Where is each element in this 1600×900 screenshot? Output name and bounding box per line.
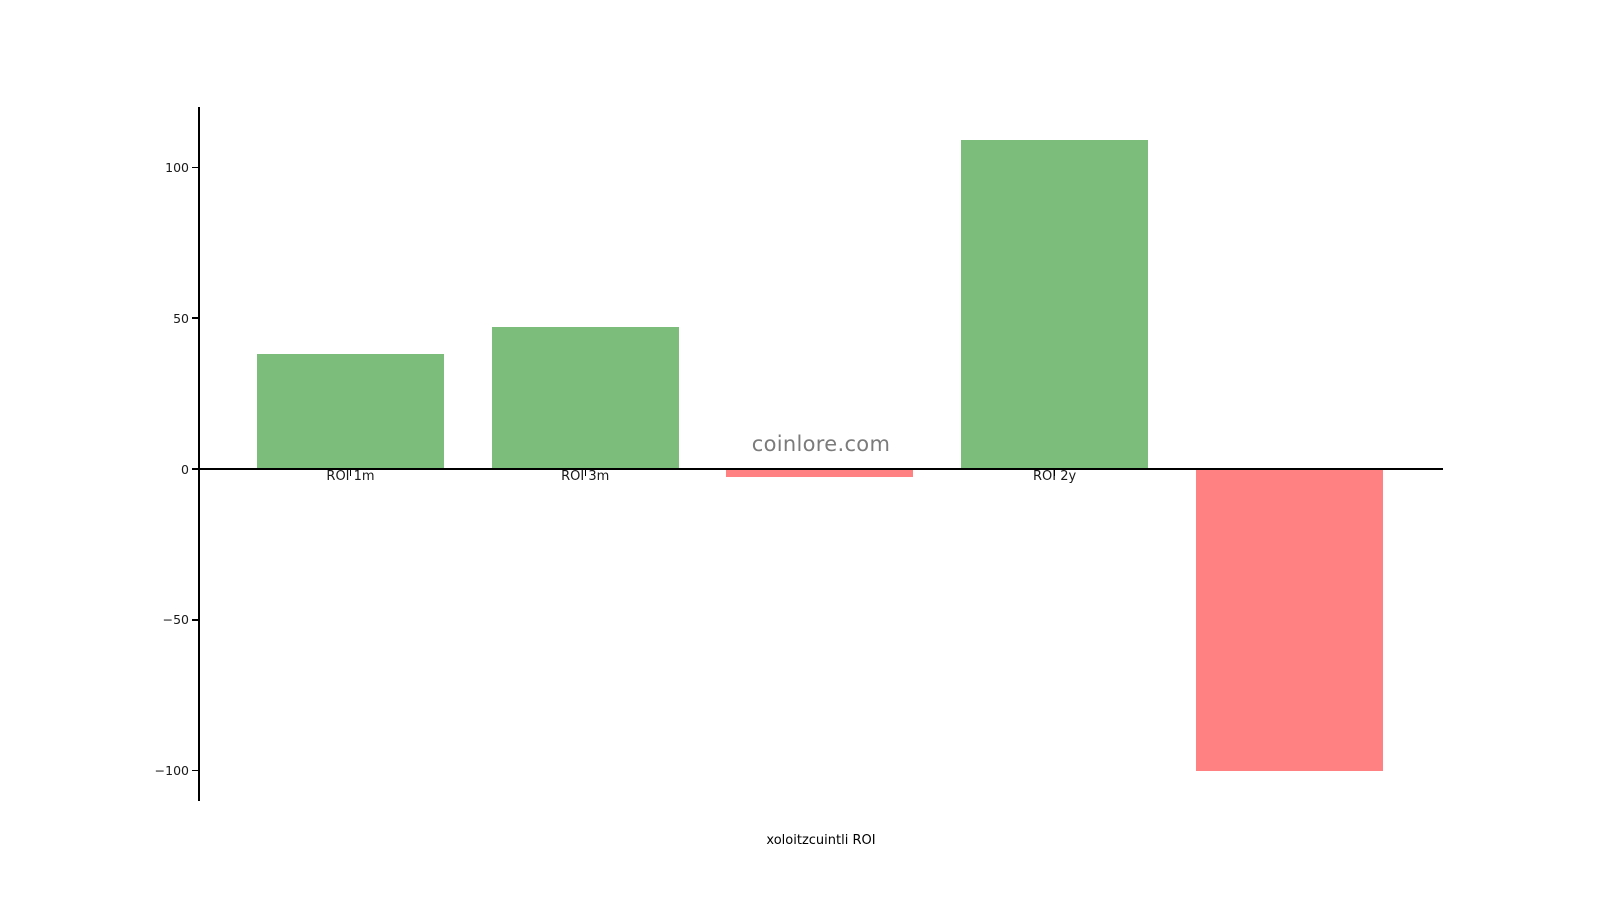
y-axis-spine	[198, 107, 200, 801]
x-tick-label: ROI 3m	[561, 468, 610, 484]
bar-roi-3m	[491, 327, 679, 469]
x-tick-label: ROI 1m	[326, 468, 375, 484]
bar-roi-3	[726, 469, 914, 477]
y-tick-label: 100	[165, 159, 189, 175]
bar-roi-2y	[961, 140, 1149, 469]
y-tick-mark	[192, 317, 199, 319]
chart-title: xoloitzcuintli ROI	[766, 833, 876, 848]
y-tick-label: 0	[181, 461, 189, 477]
y-tick-label: 50	[173, 310, 189, 326]
watermark-text: coinlore.com	[751, 432, 891, 456]
y-tick-label: −100	[154, 763, 189, 779]
y-tick-mark	[192, 166, 199, 168]
y-tick-mark	[192, 770, 199, 772]
bar-roi-5	[1195, 469, 1383, 771]
y-tick-mark	[192, 468, 199, 470]
x-tick-label: ROI 2y	[1032, 468, 1077, 484]
x-axis-zero-line	[199, 468, 1443, 470]
x-tick-mark	[1053, 469, 1056, 476]
x-tick-mark	[349, 469, 352, 476]
y-tick-label: −50	[162, 612, 189, 628]
y-tick-mark	[192, 619, 199, 621]
bar-roi-1m	[257, 354, 444, 469]
x-tick-mark	[584, 469, 586, 476]
